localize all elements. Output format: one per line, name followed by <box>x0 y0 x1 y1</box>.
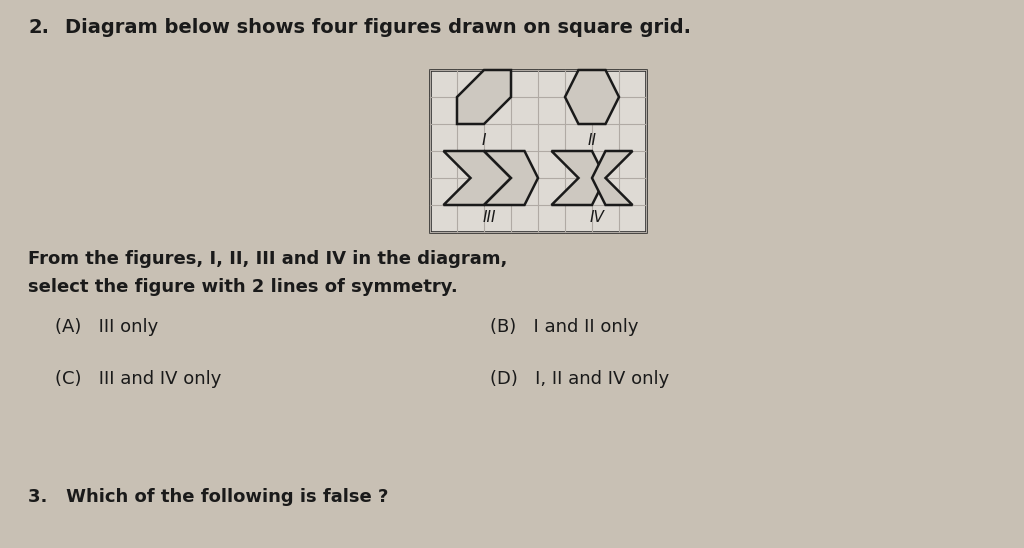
Text: 3.   Which of the following is false ?: 3. Which of the following is false ? <box>28 488 388 506</box>
Polygon shape <box>565 70 618 124</box>
Text: IV: IV <box>590 210 605 225</box>
Text: III: III <box>482 210 497 225</box>
Text: II: II <box>588 133 597 148</box>
Text: (D)   I, II and IV only: (D) I, II and IV only <box>490 370 670 388</box>
Text: 2.: 2. <box>28 18 49 37</box>
Polygon shape <box>457 70 511 124</box>
Text: From the figures, I, II, III and IV in the diagram,: From the figures, I, II, III and IV in t… <box>28 250 507 268</box>
Polygon shape <box>484 151 538 205</box>
Text: I: I <box>481 133 486 148</box>
Polygon shape <box>552 151 605 205</box>
Bar <box>430 70 646 232</box>
Text: select the figure with 2 lines of symmetry.: select the figure with 2 lines of symmet… <box>28 278 458 296</box>
Text: (B)   I and II only: (B) I and II only <box>490 318 639 336</box>
Polygon shape <box>443 151 511 205</box>
Text: (C)   III and IV only: (C) III and IV only <box>55 370 221 388</box>
Text: (A)   III only: (A) III only <box>55 318 159 336</box>
Polygon shape <box>592 151 633 205</box>
Text: Diagram below shows four figures drawn on square grid.: Diagram below shows four figures drawn o… <box>65 18 691 37</box>
